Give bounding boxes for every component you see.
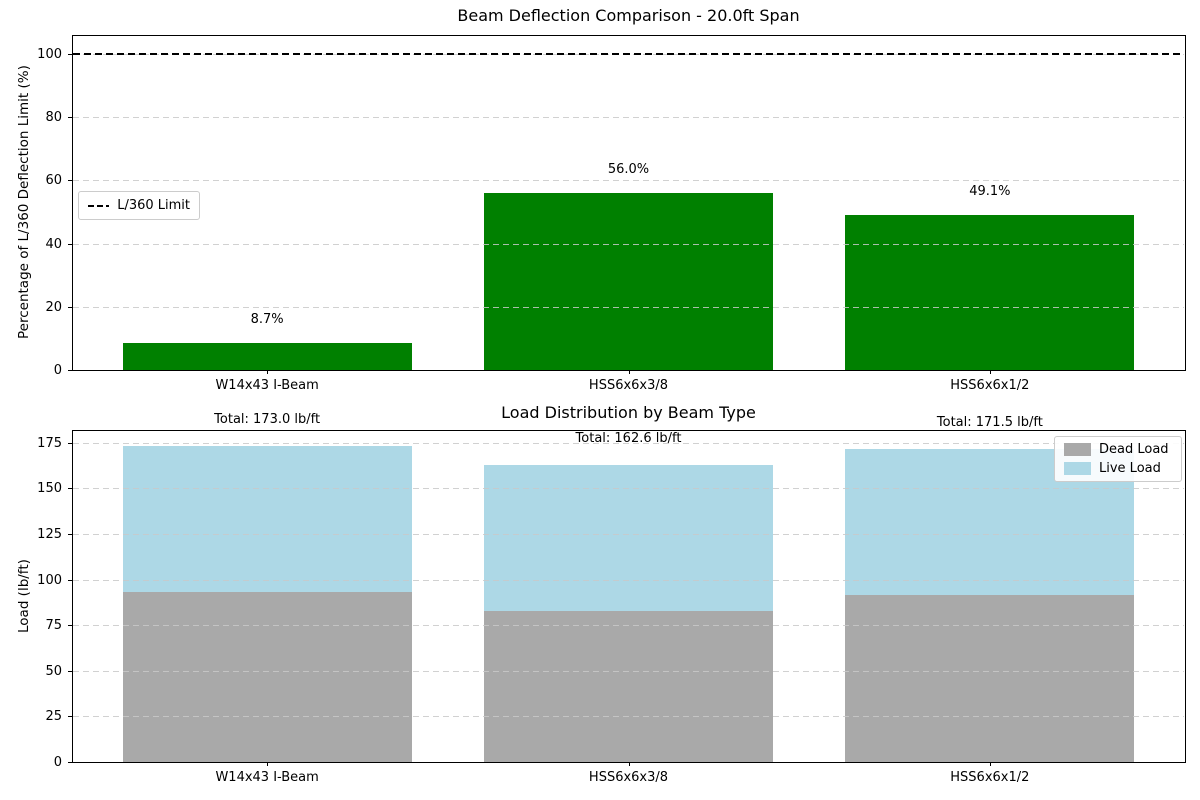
y-tick-mark bbox=[68, 716, 72, 718]
total-label: Total: 162.6 lb/ft bbox=[575, 431, 682, 447]
total-label: Total: 171.5 lb/ft bbox=[936, 415, 1043, 431]
y-tick-label: 20 bbox=[45, 299, 62, 315]
legend: Dead Load Live Load bbox=[1054, 436, 1182, 482]
legend-label: Dead Load bbox=[1099, 442, 1169, 457]
gridline bbox=[73, 243, 1184, 245]
y-tick-mark bbox=[68, 180, 72, 182]
gridline bbox=[73, 306, 1184, 308]
y-tick-label: 80 bbox=[45, 110, 62, 126]
y-tick-mark bbox=[68, 762, 72, 763]
y-tick-label: 150 bbox=[37, 481, 62, 497]
deflection-bar bbox=[122, 342, 412, 370]
color-swatch-icon bbox=[1064, 443, 1091, 456]
x-tick-label: W14x43 I-Beam bbox=[215, 378, 319, 393]
y-tick-mark bbox=[68, 54, 72, 55]
x-tick-label: HSS6x6x1/2 bbox=[950, 378, 1030, 393]
dead-load-bar-segment bbox=[845, 595, 1135, 762]
y-tick-label: 100 bbox=[37, 572, 62, 588]
legend-row: L/360 Limit bbox=[88, 198, 190, 213]
gridline bbox=[73, 625, 1184, 627]
bar-value-label: 49.1% bbox=[969, 183, 1011, 199]
deflection-bar bbox=[845, 214, 1135, 370]
y-tick-mark bbox=[68, 243, 72, 245]
dead-load-bar-segment bbox=[484, 611, 774, 762]
legend-label: L/360 Limit bbox=[117, 198, 190, 213]
gridline bbox=[73, 716, 1184, 718]
live-load-bar-segment bbox=[122, 446, 412, 593]
x-tick-mark bbox=[628, 370, 630, 374]
chart-title: Beam Deflection Comparison - 20.0ft Span bbox=[457, 6, 800, 25]
y-tick-label: 0 bbox=[53, 363, 62, 378]
y-tick-label: 175 bbox=[37, 435, 62, 451]
chart-title: Load Distribution by Beam Type bbox=[501, 403, 756, 422]
y-tick-label: 50 bbox=[45, 663, 62, 679]
x-tick-mark bbox=[989, 762, 991, 766]
dead-load-bar-segment bbox=[122, 592, 412, 762]
y-tick-label: 125 bbox=[37, 526, 62, 542]
total-label: Total: 173.0 lb/ft bbox=[214, 412, 321, 428]
legend-row: Live Load bbox=[1064, 461, 1172, 476]
deflection-bar bbox=[484, 193, 774, 370]
bar-value-label: 8.7% bbox=[250, 311, 284, 327]
y-tick-label: 75 bbox=[45, 618, 62, 634]
legend-row: Dead Load bbox=[1064, 442, 1172, 457]
y-tick-label: 60 bbox=[45, 173, 62, 189]
y-tick-mark bbox=[68, 117, 72, 119]
y-tick-mark bbox=[68, 670, 72, 672]
limit-line bbox=[73, 52, 1184, 55]
y-tick-mark bbox=[68, 579, 72, 581]
gridline bbox=[73, 180, 1184, 182]
x-tick-label: W14x43 I-Beam bbox=[215, 770, 319, 785]
bar-value-label: 56.0% bbox=[607, 162, 650, 178]
x-tick-mark bbox=[267, 762, 269, 766]
gridline bbox=[73, 488, 1184, 490]
x-tick-mark bbox=[628, 762, 630, 766]
legend-label: Live Load bbox=[1099, 461, 1161, 476]
x-tick-label: HSS6x6x1/2 bbox=[950, 770, 1030, 785]
x-tick-label: HSS6x6x3/8 bbox=[588, 378, 669, 393]
y-tick-label: 100 bbox=[37, 46, 62, 62]
y-axis-label: Percentage of L/360 Deflection Limit (%) bbox=[16, 65, 32, 340]
gridline bbox=[73, 442, 1184, 444]
legend: L/360 Limit bbox=[78, 191, 200, 220]
gridline bbox=[73, 534, 1184, 535]
x-tick-mark bbox=[989, 370, 991, 374]
y-tick-mark bbox=[68, 370, 72, 371]
color-swatch-icon bbox=[1064, 462, 1091, 475]
y-tick-label: 40 bbox=[45, 236, 62, 252]
y-tick-mark bbox=[68, 534, 72, 535]
y-tick-mark bbox=[68, 488, 72, 490]
gridline bbox=[73, 117, 1184, 119]
y-tick-label: 25 bbox=[45, 709, 62, 725]
y-tick-mark bbox=[68, 625, 72, 627]
gridline bbox=[73, 579, 1184, 581]
x-tick-label: HSS6x6x3/8 bbox=[588, 770, 669, 785]
y-tick-mark bbox=[68, 306, 72, 308]
x-tick-mark bbox=[267, 370, 269, 374]
gridline bbox=[73, 670, 1184, 672]
y-tick-mark bbox=[68, 442, 72, 444]
y-tick-label: 0 bbox=[53, 755, 62, 770]
live-load-bar-segment bbox=[484, 465, 774, 612]
dashed-line-swatch-icon bbox=[88, 204, 110, 207]
